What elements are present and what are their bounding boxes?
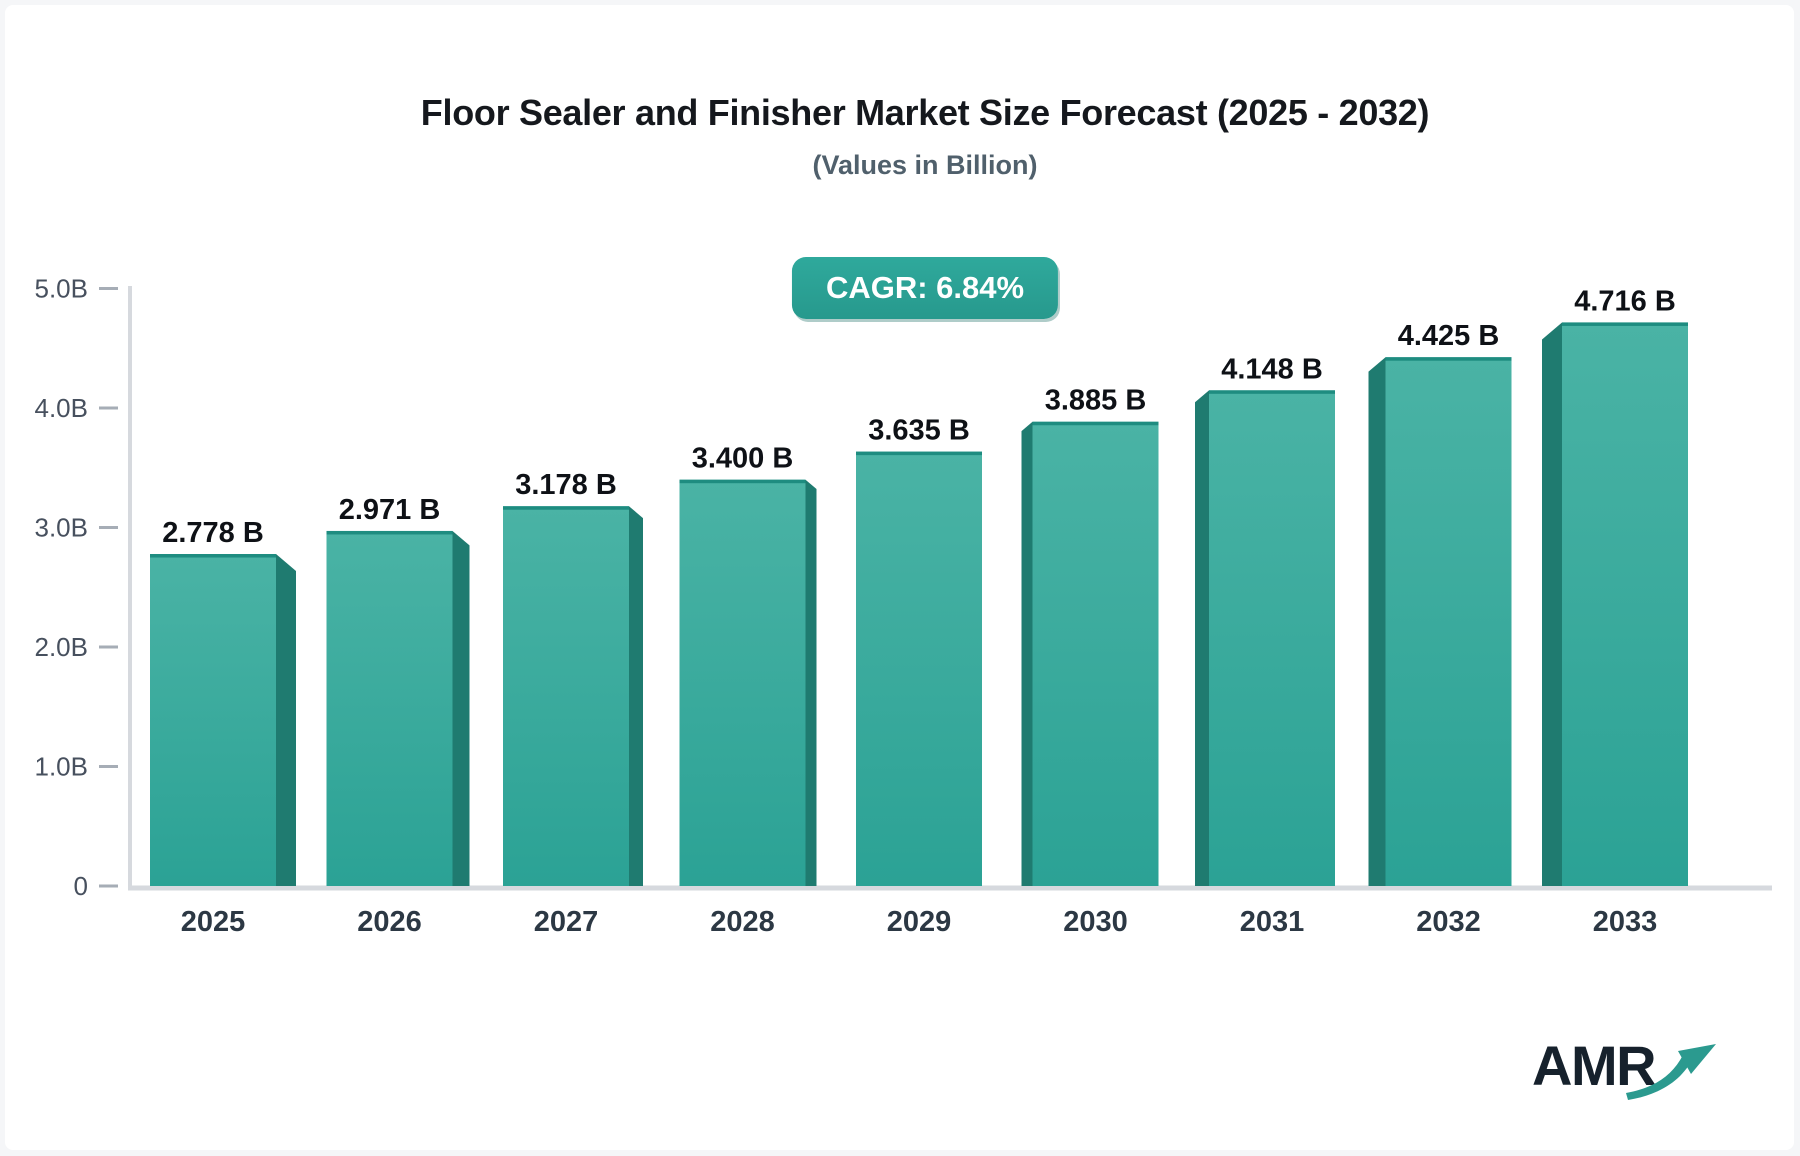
bar-2026 (326, 530, 453, 886)
y-axis-tick-label: 5.0B (35, 274, 89, 304)
bar-2033 (1562, 322, 1688, 886)
bar-2030 (1032, 421, 1159, 886)
bar-top-edge (1209, 390, 1335, 394)
y-axis-tick-label: 4.0B (35, 393, 89, 423)
bar-2031 (1209, 390, 1335, 886)
labels-layer: 2.778 B 2025 2.971 B 2026 3.178 B 2027 3.400 B… (162, 285, 1676, 938)
bar-2027 (503, 506, 629, 886)
bar-side-face (1368, 357, 1386, 886)
bar-value-label: 4.148 B (1221, 353, 1323, 385)
bar-2028 (679, 479, 806, 886)
amr-logo-text: AMR (1532, 1034, 1657, 1097)
bar-side-face (805, 479, 817, 886)
x-axis-label: 2032 (1416, 906, 1481, 938)
bar-top-edge (150, 554, 276, 558)
bar-value-label: 4.716 B (1574, 285, 1676, 317)
x-axis-label: 2027 (534, 906, 599, 938)
bar-value-label: 4.425 B (1398, 320, 1500, 352)
bar-side-face (276, 554, 296, 886)
bar-side-face (452, 530, 470, 886)
bar-value-label: 3.635 B (868, 415, 970, 447)
x-axis-label: 2033 (1593, 906, 1658, 938)
growth-arrow-icon (1626, 1044, 1716, 1100)
x-axis-label: 2031 (1240, 906, 1305, 938)
x-axis-label: 2029 (887, 906, 952, 938)
bar-side-face (629, 506, 643, 886)
y-axis-tick-label: 0 (74, 871, 88, 901)
chart-title: Floor Sealer and Finisher Market Size Fo… (420, 92, 1430, 133)
bar-value-label: 3.178 B (515, 469, 617, 501)
axis-layer: 0 1.0B 2.0B 3.0B 4.0B 5.0B (35, 274, 1772, 901)
y-axis-tick-label: 1.0B (35, 752, 89, 782)
bar-value-label: 2.971 B (339, 494, 441, 526)
bar-side-face (1195, 390, 1209, 886)
bar-top-edge (1032, 421, 1159, 426)
bar-top-edge (1385, 357, 1512, 361)
bar-2032 (1385, 357, 1512, 886)
bar-top-edge (679, 479, 806, 484)
bar-top-edge (1562, 322, 1688, 326)
x-axis-label: 2025 (181, 906, 246, 938)
chart-subtitle: (Values in Billion) (812, 150, 1038, 180)
y-axis-tick-label: 3.0B (35, 513, 89, 543)
bar-value-label: 3.400 B (692, 443, 794, 475)
bar-value-label: 2.778 B (162, 517, 264, 549)
x-axis-label: 2026 (357, 906, 422, 938)
bar-top-edge (856, 451, 982, 456)
bar-2025 (150, 554, 276, 886)
bar-top-edge (503, 506, 629, 510)
cagr-badge: CAGR: 6.84% (791, 257, 1059, 319)
bar-2029 (856, 451, 982, 886)
chart-card: Floor Sealer and Finisher Market Size Fo… (5, 5, 1794, 1150)
bar-side-face (1021, 421, 1033, 886)
bar-value-label: 3.885 B (1045, 385, 1147, 417)
bar-side-face (1542, 322, 1562, 886)
bar-top-edge (326, 530, 453, 535)
bars-layer (150, 322, 1688, 886)
x-axis-label: 2030 (1063, 906, 1128, 938)
x-axis-label: 2028 (710, 906, 775, 938)
amr-logo: AMR (1532, 1036, 1732, 1116)
y-axis-tick-label: 2.0B (35, 632, 89, 662)
